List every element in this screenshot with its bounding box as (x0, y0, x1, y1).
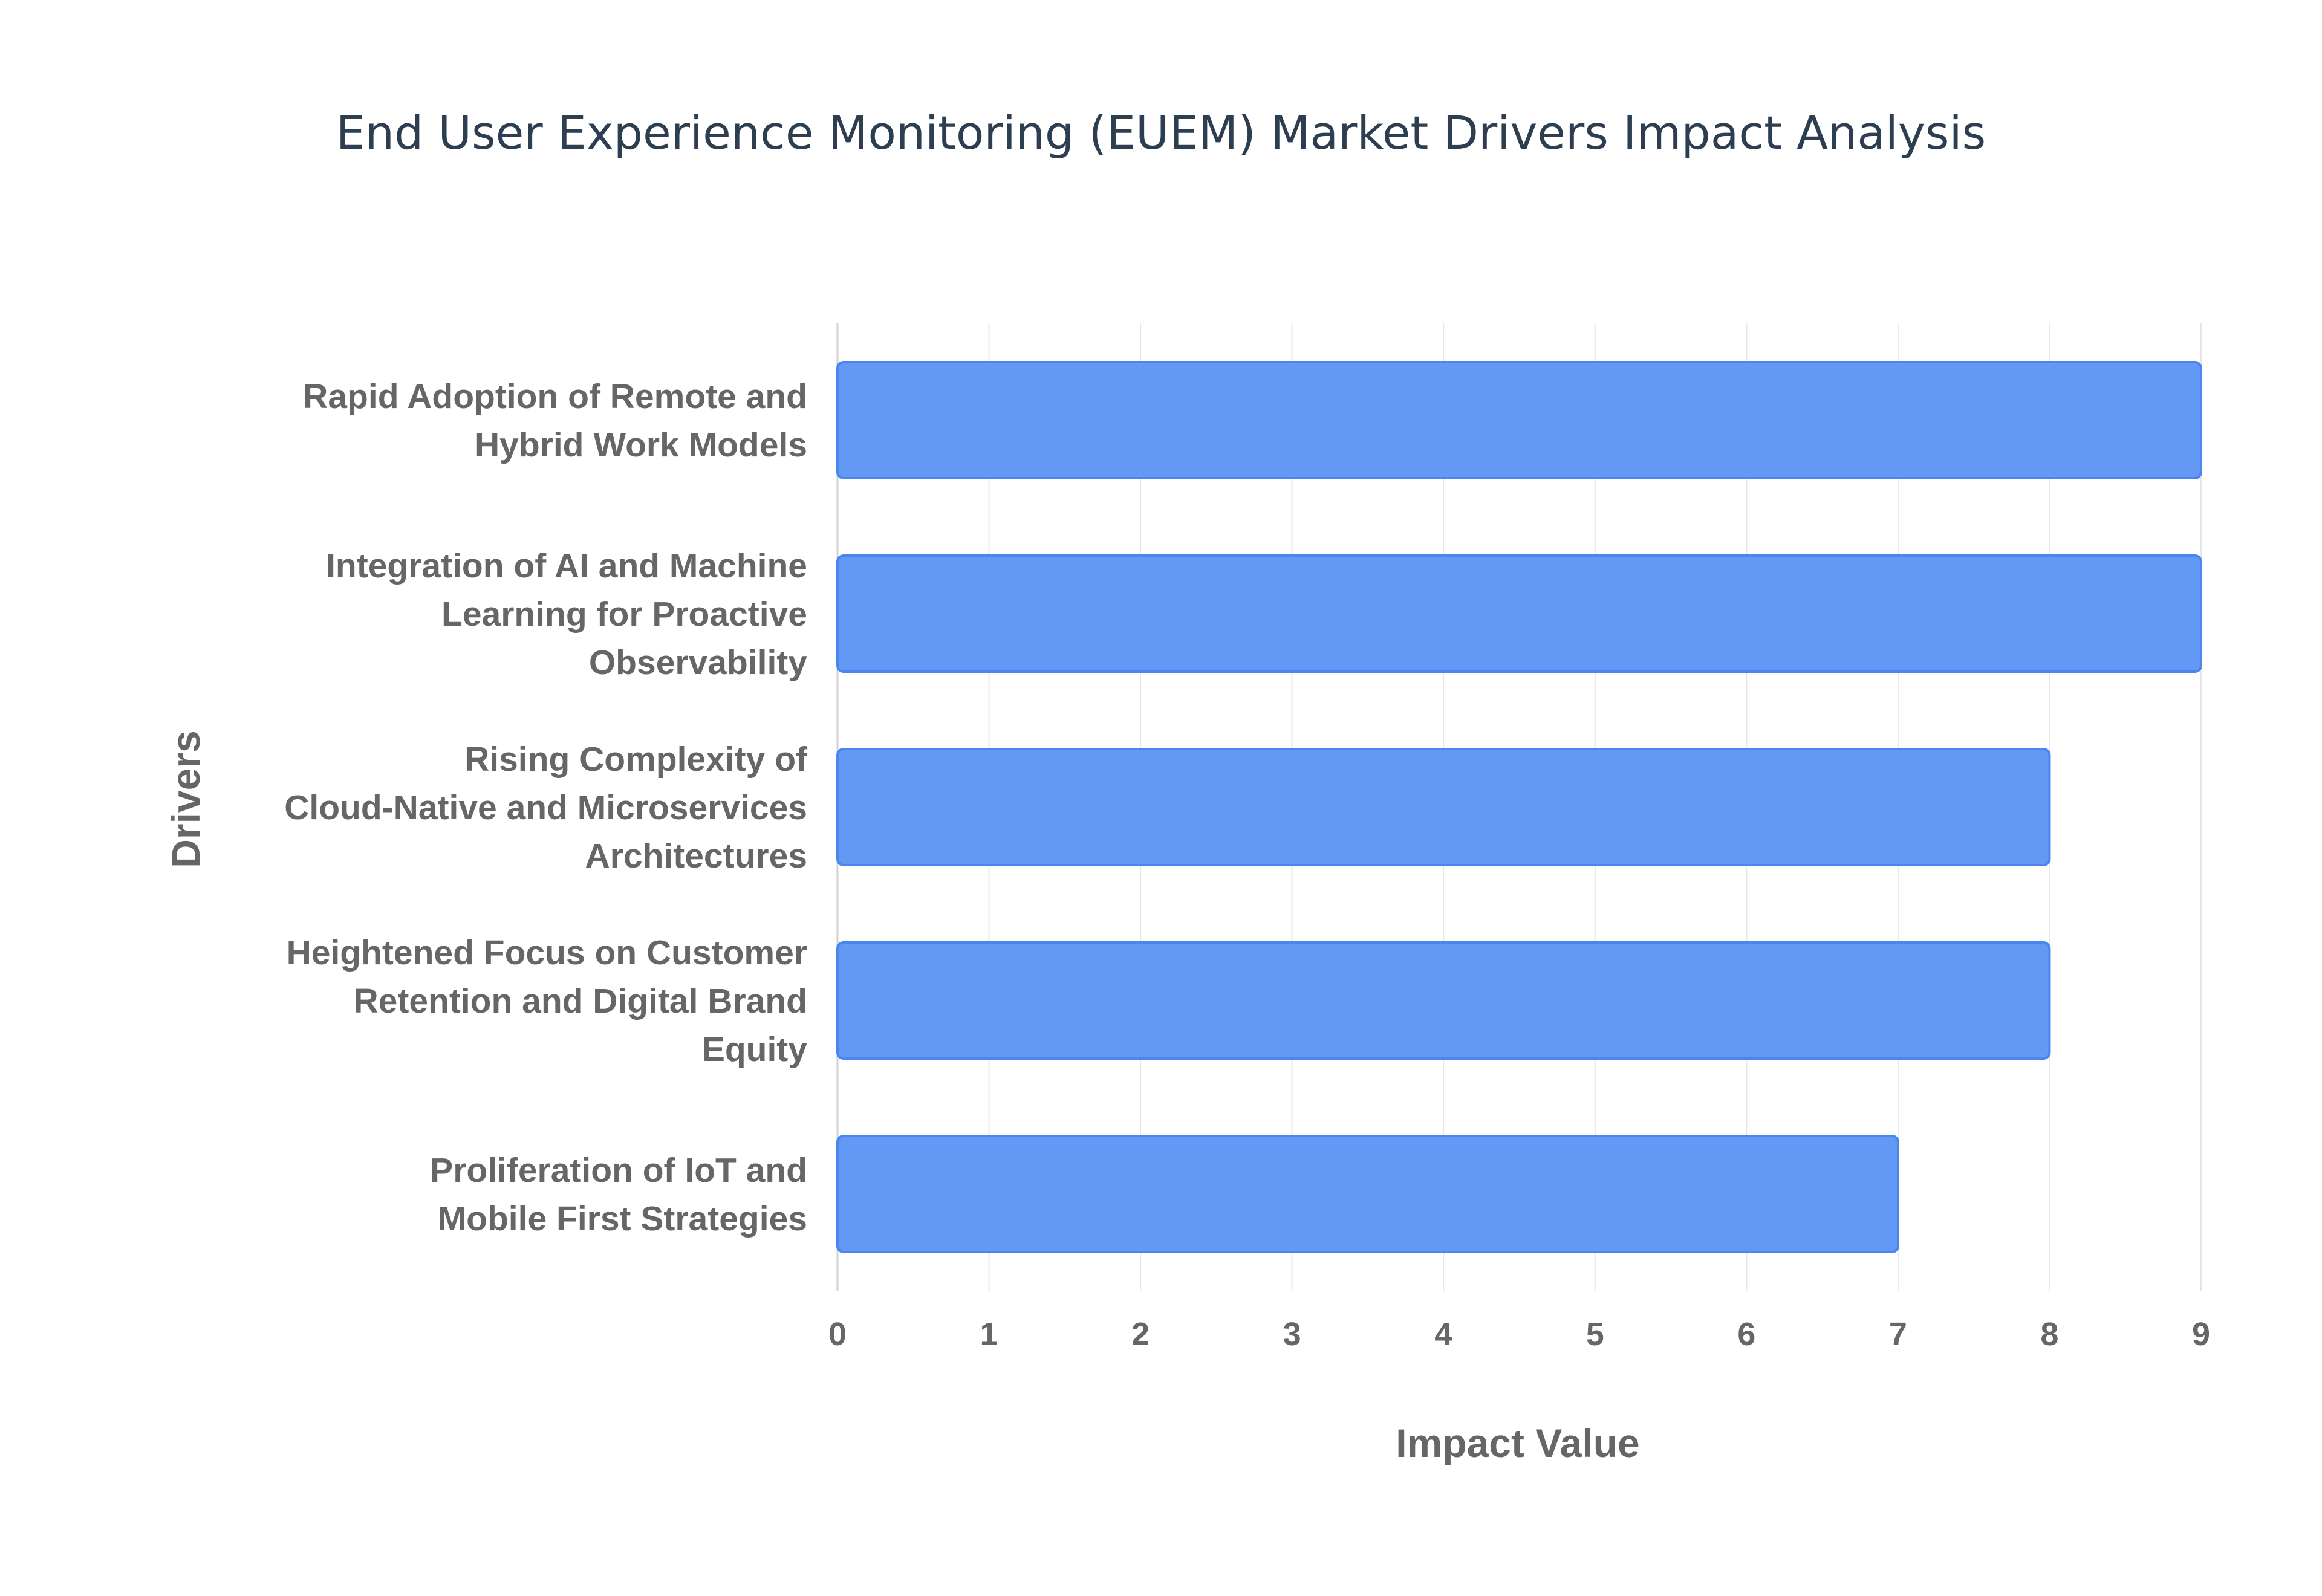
bar[interactable] (836, 1135, 1899, 1253)
x-tick-label: 0 (828, 1316, 847, 1352)
category-label-line: Rising Complexity of (464, 740, 808, 779)
category-label: Integration of AI and Machine Learning fo… (326, 547, 807, 682)
bar[interactable] (836, 554, 2202, 673)
x-tick-label: 2 (1131, 1316, 1150, 1352)
bar[interactable] (836, 361, 2202, 479)
x-tick-label: 6 (1737, 1316, 1755, 1352)
bars (836, 361, 2202, 1253)
category-label: Heightened Focus on Customer Retention an… (287, 933, 808, 1069)
category-label-line: Learning for Proactive (441, 595, 807, 634)
category-label-line: Integration of AI and Machine (326, 547, 807, 585)
x-tick-label: 9 (2192, 1316, 2210, 1352)
category-label: Rising Complexity of Cloud-Native and Mic… (284, 740, 808, 875)
category-label-line: Hybrid Work Models (475, 426, 807, 464)
x-tick-label: 5 (1586, 1316, 1604, 1352)
category-label: Proliferation of IoT and Mobile First Str… (430, 1151, 807, 1238)
category-label-line: Architectures (585, 837, 807, 875)
bar[interactable] (836, 748, 2051, 866)
chart-title: End User Experience Monitoring (EUEM) Ma… (336, 106, 1986, 160)
category-label-line: Retention and Digital Brand (353, 982, 807, 1020)
category-label: Rapid Adoption of Remote and Hybrid Work … (303, 377, 807, 464)
category-label-line: Equity (702, 1030, 807, 1069)
x-axis-title: Impact Value (1396, 1421, 1640, 1465)
x-tick-label: 1 (980, 1316, 998, 1352)
category-label-line: Mobile First Strategies (438, 1199, 807, 1238)
x-tick-label: 7 (1889, 1316, 1907, 1352)
y-axis-title: Drivers (163, 730, 208, 868)
category-label-line: Proliferation of IoT and (430, 1151, 807, 1190)
x-tick-labels: 0 1 2 3 4 5 6 7 8 9 (828, 1316, 2210, 1352)
category-label-line: Observability (589, 643, 807, 682)
x-tick-label: 8 (2040, 1316, 2058, 1352)
category-label-line: Cloud-Native and Microservices (284, 788, 807, 827)
category-label-line: Heightened Focus on Customer (287, 933, 807, 972)
x-tick-label: 3 (1283, 1316, 1301, 1352)
bar[interactable] (836, 941, 2051, 1060)
x-tick-label: 4 (1434, 1316, 1452, 1352)
category-labels: Rapid Adoption of Remote and Hybrid Work … (284, 377, 808, 1238)
category-label-line: Rapid Adoption of Remote and (303, 377, 807, 416)
